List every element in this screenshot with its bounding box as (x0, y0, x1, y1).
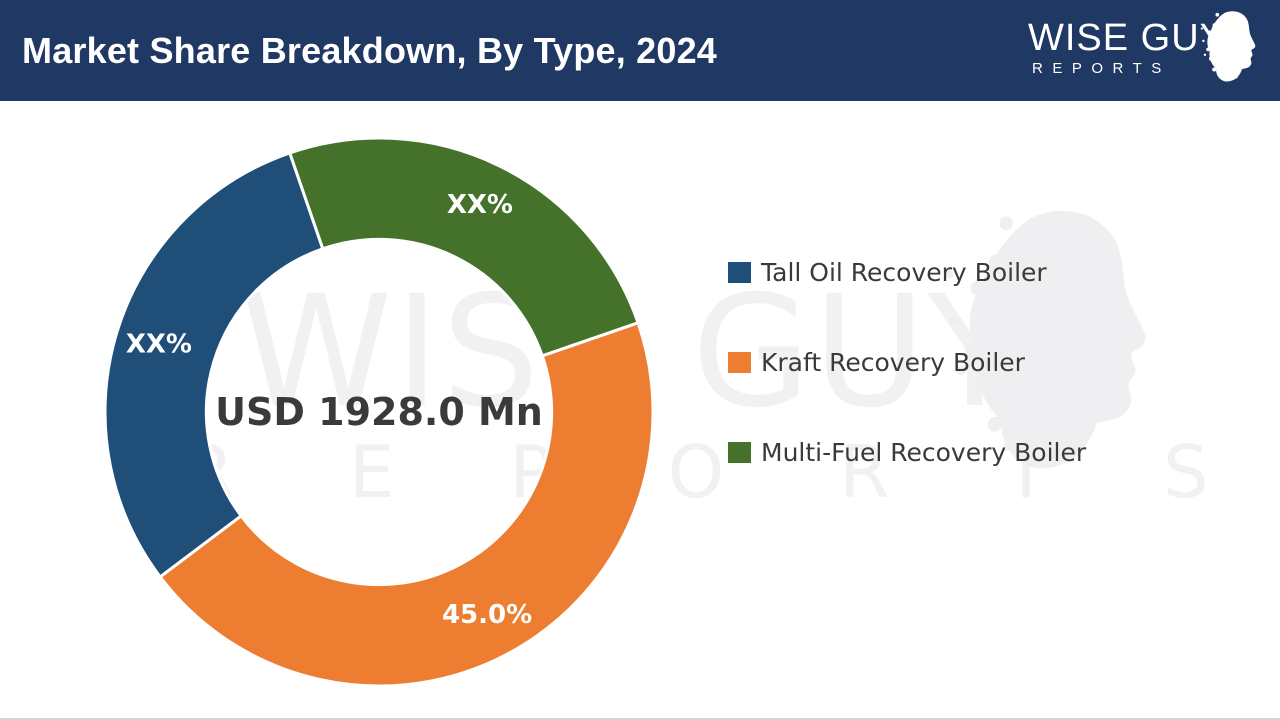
legend-label: Multi-Fuel Recovery Boiler (761, 437, 1087, 467)
logo-brand-text: WISE GUY (1028, 17, 1227, 59)
donut-slice-kraft-recovery-boiler (158, 321, 655, 688)
watermark-head-graphic (893, 163, 1176, 561)
legend-label: Kraft Recovery Boiler (761, 347, 1025, 377)
logo-head-icon (1180, 7, 1270, 98)
legend-item-tall-oil: Tall Oil Recovery Boiler (728, 255, 1086, 289)
legend-item-kraft: Kraft Recovery Boiler (728, 345, 1086, 379)
slice-percentage-label: 45.0% (442, 600, 532, 630)
logo-reports-text: REPORTS (1032, 60, 1171, 77)
legend-swatch-tall-oil (728, 261, 751, 283)
legend-label: Tall Oil Recovery Boiler (761, 257, 1047, 287)
legend-swatch-kraft (728, 351, 751, 373)
bottom-divider-line (0, 718, 1280, 720)
wise-guy-reports-logo: WISE GUY REPORTS (1028, 3, 1270, 98)
header-bar: Market Share Breakdown, By Type, 2024 WI… (0, 0, 1280, 101)
chart-legend: Tall Oil Recovery Boiler Kraft Recovery … (728, 255, 1086, 469)
donut-slice-multi-fuel-recovery-boiler (288, 136, 640, 358)
donut-slice-tall-oil-recovery-boiler (103, 151, 325, 579)
slice-percentage-label: XX% (447, 190, 513, 220)
slice-percentage-label: XX% (126, 330, 192, 360)
donut-center-value: USD 1928.0 Mn (215, 390, 543, 434)
legend-swatch-multi-fuel (728, 441, 751, 463)
legend-item-multi-fuel: Multi-Fuel Recovery Boiler (728, 435, 1086, 469)
page-title: Market Share Breakdown, By Type, 2024 (22, 29, 718, 71)
